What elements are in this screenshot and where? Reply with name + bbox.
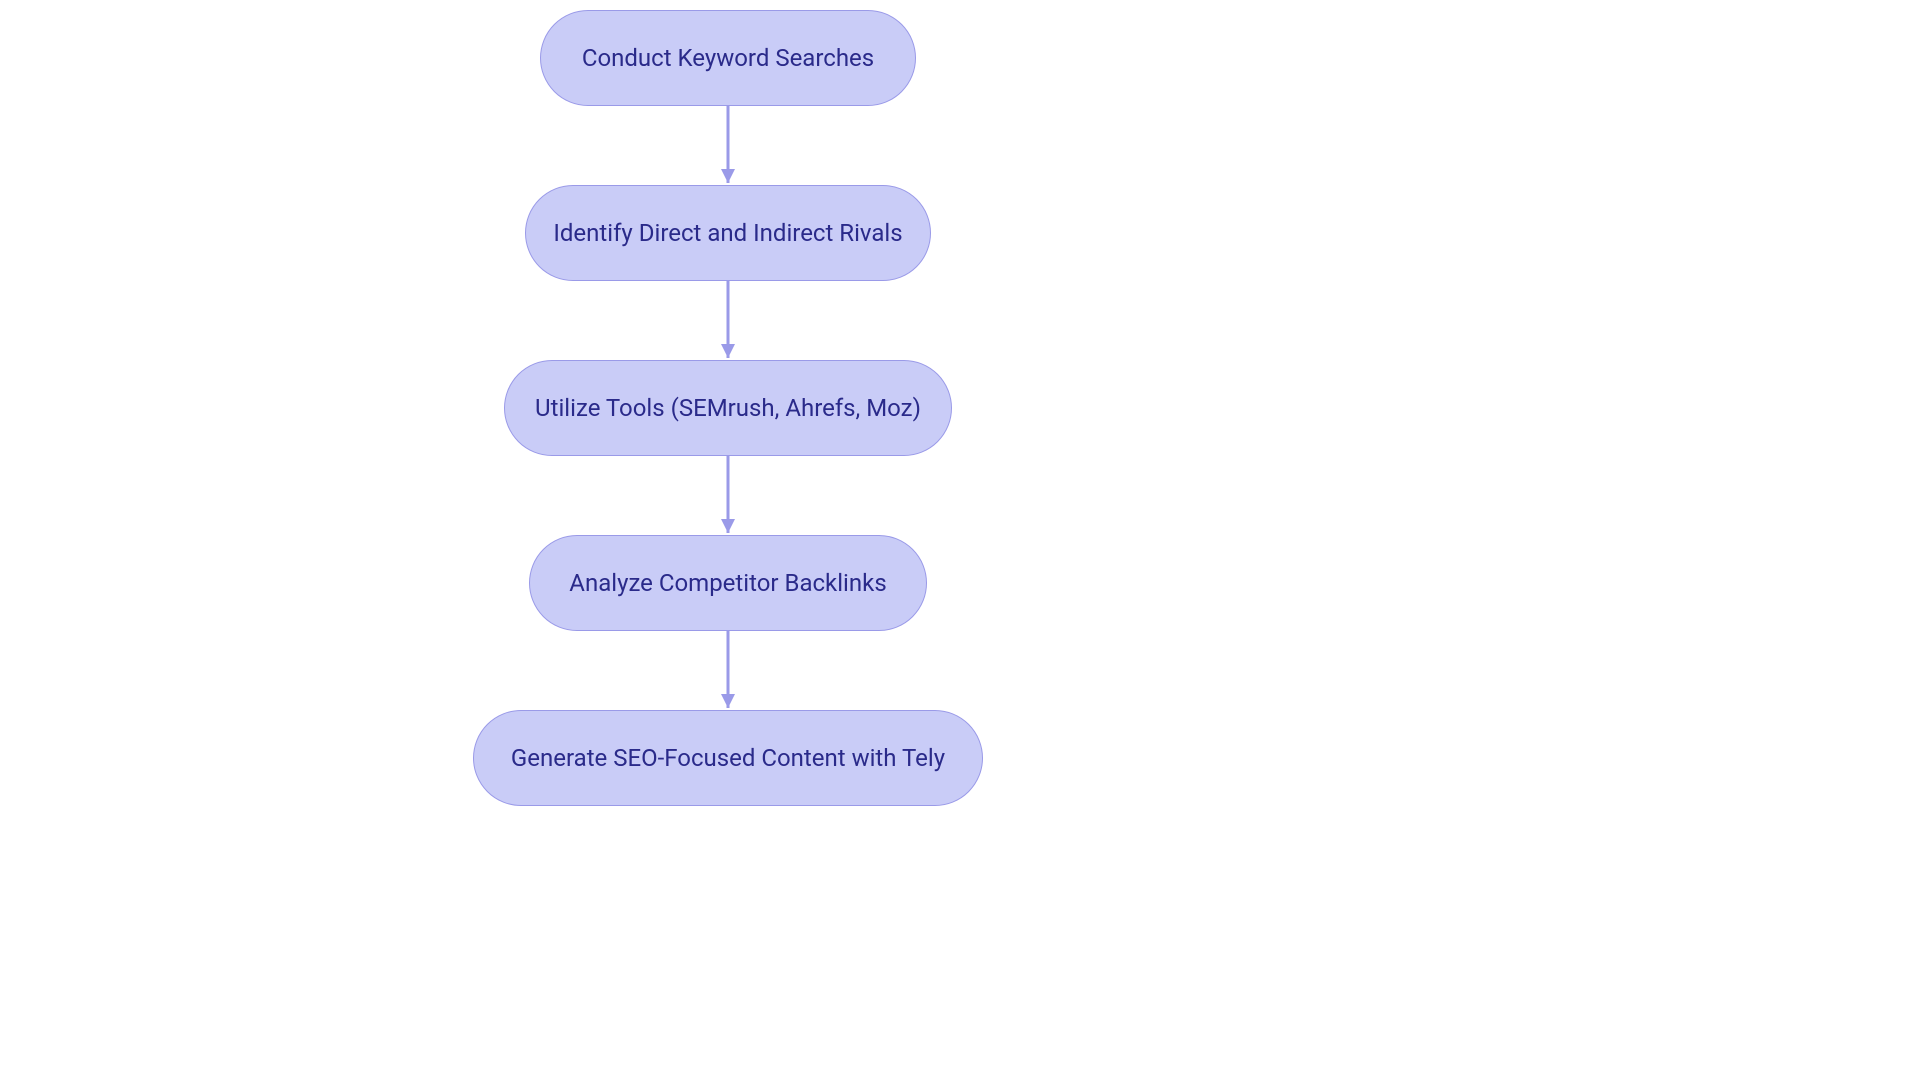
flowchart-node: Conduct Keyword Searches [540, 10, 916, 106]
flowchart-node: Identify Direct and Indirect Rivals [525, 185, 931, 281]
flowchart-node-label: Generate SEO-Focused Content with Tely [511, 744, 945, 772]
flowchart-node: Utilize Tools (SEMrush, Ahrefs, Moz) [504, 360, 952, 456]
flowchart-node: Analyze Competitor Backlinks [529, 535, 927, 631]
flowchart-node-label: Utilize Tools (SEMrush, Ahrefs, Moz) [535, 394, 921, 422]
flowchart-node-label: Conduct Keyword Searches [582, 44, 874, 72]
flowchart-node-label: Identify Direct and Indirect Rivals [553, 219, 902, 247]
flowchart-node-label: Analyze Competitor Backlinks [569, 569, 886, 597]
flowchart-canvas: Conduct Keyword Searches Identify Direct … [0, 0, 1920, 1083]
flowchart-node: Generate SEO-Focused Content with Tely [473, 710, 983, 806]
flowchart-edges [0, 0, 1920, 1083]
